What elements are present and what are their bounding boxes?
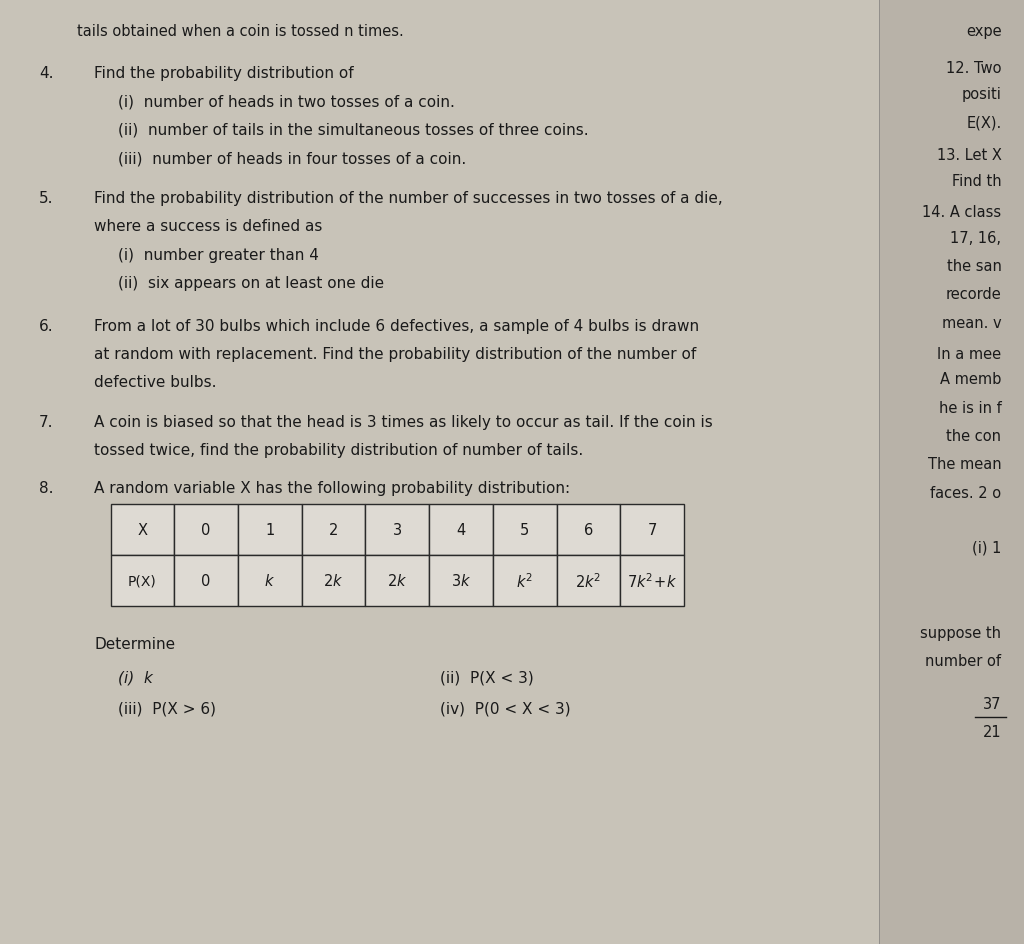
Text: 17, 16,: 17, 16,	[950, 230, 1001, 245]
Text: A random variable X has the following probability distribution:: A random variable X has the following pr…	[94, 480, 570, 496]
Text: 4.: 4.	[39, 66, 53, 81]
Text: the con: the con	[946, 429, 1001, 444]
Text: 0: 0	[202, 573, 211, 588]
Text: (ii)  P(X < 3): (ii) P(X < 3)	[440, 669, 535, 684]
Bar	[429, 555, 493, 606]
Text: where a success is defined as: where a success is defined as	[94, 219, 323, 234]
Text: $2k$: $2k$	[387, 573, 408, 588]
Text: expe: expe	[966, 24, 1001, 39]
Text: (ii)  six appears on at least one die: (ii) six appears on at least one die	[118, 276, 384, 291]
Bar	[366, 555, 429, 606]
Text: recorde: recorde	[946, 287, 1001, 302]
Bar	[111, 504, 174, 555]
Bar	[366, 504, 429, 555]
Text: 21: 21	[983, 724, 1001, 739]
Text: 0: 0	[202, 522, 211, 537]
Text: (iv)  P(0 < X < 3): (iv) P(0 < X < 3)	[440, 700, 571, 716]
Text: the san: the san	[946, 259, 1001, 274]
Text: 2: 2	[329, 522, 338, 537]
Text: $2k$: $2k$	[324, 573, 344, 588]
Text: 7.: 7.	[39, 414, 53, 430]
Text: (iii)  number of heads in four tosses of a coin.: (iii) number of heads in four tosses of …	[118, 151, 466, 166]
Text: (i)  k: (i) k	[118, 669, 153, 684]
Text: From a lot of 30 bulbs which include 6 defectives, a sample of 4 bulbs is drawn: From a lot of 30 bulbs which include 6 d…	[94, 318, 699, 333]
Text: In a mee: In a mee	[937, 346, 1001, 362]
Text: 37: 37	[983, 696, 1001, 711]
Text: P(X): P(X)	[128, 574, 157, 587]
Text: 6.: 6.	[39, 318, 53, 333]
Bar	[302, 504, 366, 555]
Bar	[174, 504, 238, 555]
Text: 5.: 5.	[39, 191, 53, 206]
Text: Find th: Find th	[952, 174, 1001, 189]
Text: (ii)  number of tails in the simultaneous tosses of three coins.: (ii) number of tails in the simultaneous…	[118, 123, 589, 138]
Text: 13. Let X: 13. Let X	[937, 148, 1001, 163]
Bar	[879, 0, 1024, 944]
Text: $7k^2\!+\!k$: $7k^2\!+\!k$	[627, 571, 677, 590]
Text: $3k$: $3k$	[451, 573, 471, 588]
Text: number of: number of	[926, 653, 1001, 668]
Text: $k^2$: $k^2$	[516, 571, 534, 590]
Text: E(X).: E(X).	[967, 115, 1001, 130]
Text: $k$: $k$	[264, 573, 275, 588]
Bar	[429, 504, 493, 555]
Text: (iii)  P(X > 6): (iii) P(X > 6)	[118, 700, 216, 716]
Text: positi: positi	[962, 87, 1001, 102]
Text: X: X	[137, 522, 147, 537]
Bar	[493, 504, 557, 555]
Text: 8.: 8.	[39, 480, 53, 496]
Bar	[557, 555, 621, 606]
Text: faces. 2 o: faces. 2 o	[931, 485, 1001, 500]
Text: 12. Two: 12. Two	[946, 60, 1001, 76]
Bar	[302, 555, 366, 606]
Bar	[621, 504, 684, 555]
Text: 4: 4	[457, 522, 466, 537]
Text: $2k^2$: $2k^2$	[575, 571, 602, 590]
Bar	[493, 555, 557, 606]
Text: at random with replacement. Find the probability distribution of the number of: at random with replacement. Find the pro…	[94, 346, 696, 362]
Bar	[557, 504, 621, 555]
Text: Find the probability distribution of the number of successes in two tosses of a : Find the probability distribution of the…	[94, 191, 723, 206]
Text: 1: 1	[265, 522, 274, 537]
Text: (i)  number greater than 4: (i) number greater than 4	[118, 247, 318, 262]
Text: Find the probability distribution of: Find the probability distribution of	[94, 66, 354, 81]
Bar	[174, 555, 238, 606]
Text: he is in f: he is in f	[939, 400, 1001, 415]
Bar	[111, 555, 174, 606]
Text: 7: 7	[647, 522, 656, 537]
Text: 6: 6	[584, 522, 593, 537]
Text: (i) 1: (i) 1	[972, 540, 1001, 555]
Bar	[238, 504, 302, 555]
Text: The mean: The mean	[928, 457, 1001, 472]
Bar	[621, 555, 684, 606]
Text: A coin is biased so that the head is 3 times as likely to occur as tail. If the : A coin is biased so that the head is 3 t…	[94, 414, 713, 430]
Bar	[238, 555, 302, 606]
Text: tossed twice, find the probability distribution of number of tails.: tossed twice, find the probability distr…	[94, 443, 584, 458]
Text: mean. v: mean. v	[942, 315, 1001, 330]
Text: Determine: Determine	[94, 636, 175, 651]
Text: 5: 5	[520, 522, 529, 537]
Text: tails obtained when a coin is tossed n times.: tails obtained when a coin is tossed n t…	[77, 24, 403, 39]
Text: A memb: A memb	[940, 372, 1001, 387]
Text: 14. A class: 14. A class	[923, 205, 1001, 220]
Text: 3: 3	[393, 522, 401, 537]
Text: suppose th: suppose th	[921, 625, 1001, 640]
Text: (i)  number of heads in two tosses of a coin.: (i) number of heads in two tosses of a c…	[118, 94, 455, 110]
Text: defective bulbs.: defective bulbs.	[94, 375, 217, 390]
